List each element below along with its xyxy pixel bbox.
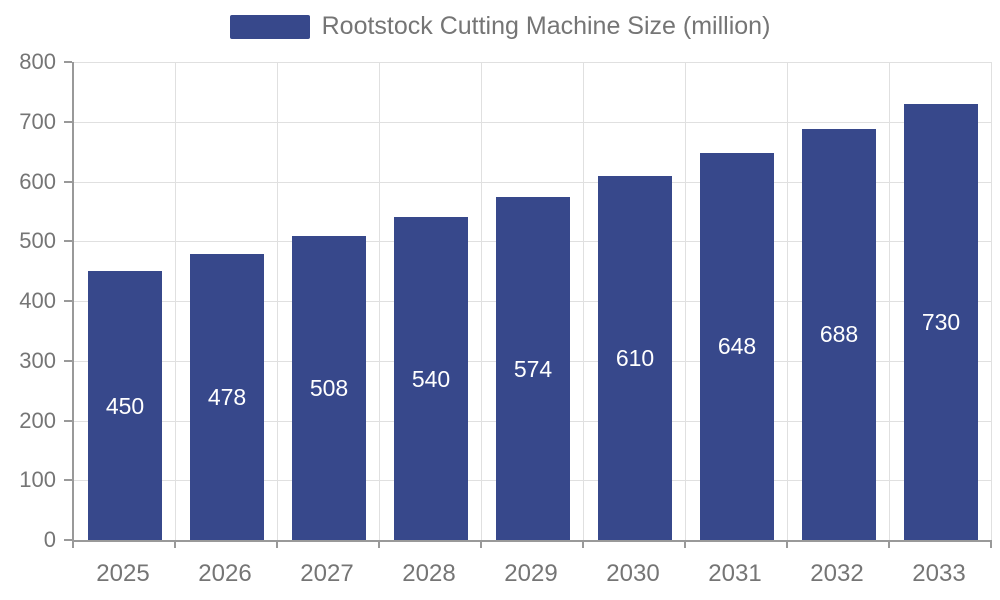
v-gridline-2 <box>277 62 278 540</box>
x-tick-mark <box>378 540 380 548</box>
x-tick-label-2030: 2030 <box>606 560 660 587</box>
x-tick-label-2032: 2032 <box>810 560 864 587</box>
y-tick-label-800: 800 <box>19 49 56 74</box>
y-tick-label-300: 300 <box>19 347 56 373</box>
bar-2030: 610 <box>598 175 672 540</box>
bar-value-label-2027: 508 <box>309 375 349 402</box>
x-tick-mark <box>174 540 176 548</box>
bar-2031: 648 <box>700 152 774 540</box>
h-gridline-800 <box>74 62 992 63</box>
bar-2025: 450 <box>88 271 162 540</box>
x-tick-mark <box>276 540 278 548</box>
y-tick-label-200: 200 <box>19 407 56 433</box>
bar-value-label-2025: 450 <box>105 392 145 419</box>
v-gridline-7 <box>787 62 788 540</box>
y-tick-label-100: 100 <box>19 467 56 493</box>
legend[interactable]: Rootstock Cutting Machine Size (million) <box>0 14 1000 39</box>
y-tick-mark <box>64 240 72 243</box>
v-gridline-6 <box>685 62 686 540</box>
v-gridline-1 <box>175 62 176 540</box>
y-tick-label-400: 400 <box>19 288 56 313</box>
x-tick-label-2026: 2026 <box>198 560 252 587</box>
v-gridline-5 <box>583 62 584 540</box>
y-tick-label-700: 700 <box>19 108 56 134</box>
bar-2028: 540 <box>394 217 468 540</box>
bar-2027: 508 <box>292 236 366 540</box>
x-tick-label-2029: 2029 <box>504 560 558 587</box>
plot-area: 450 478 508 540 574 610 648 688 730 <box>72 62 992 542</box>
bar-2033: 730 <box>904 103 978 540</box>
y-tick-label-0: 0 <box>43 527 56 552</box>
x-tick-mark <box>480 540 482 548</box>
legend-swatch-icon <box>229 14 310 39</box>
bar-value-label-2026: 478 <box>207 384 247 411</box>
y-tick-mark <box>64 359 72 362</box>
x-tick-mark <box>72 540 74 548</box>
x-tick-mark <box>582 540 584 548</box>
x-tick-mark <box>888 540 890 548</box>
y-tick-label-600: 600 <box>19 168 56 194</box>
bar-value-label-2029: 574 <box>513 355 553 382</box>
bar-2029: 574 <box>496 197 570 540</box>
bar-value-label-2033: 730 <box>921 308 961 335</box>
x-tick-mark <box>684 540 686 548</box>
bar-2026: 478 <box>190 254 264 540</box>
y-tick-mark <box>64 479 72 482</box>
bar-value-label-2028: 540 <box>411 365 451 392</box>
bar-value-label-2031: 648 <box>717 333 757 360</box>
x-tick-mark <box>990 540 992 548</box>
v-gridline-4 <box>481 62 482 540</box>
h-gridline-600 <box>74 181 992 183</box>
y-tick-label-500: 500 <box>19 228 56 254</box>
x-tick-mark <box>786 540 788 548</box>
y-tick-mark <box>64 120 72 123</box>
bar-2032: 688 <box>802 128 876 540</box>
x-tick-label-2031: 2031 <box>708 560 762 587</box>
y-tick-mark <box>64 539 72 541</box>
h-gridline-700 <box>74 121 992 123</box>
x-tick-label-2028: 2028 <box>402 560 456 587</box>
v-gridline-9 <box>991 62 992 540</box>
y-tick-mark <box>64 300 72 302</box>
x-tick-label-2025: 2025 <box>96 560 150 587</box>
x-tick-label-2033: 2033 <box>912 560 966 587</box>
bar-value-label-2032: 688 <box>819 321 859 348</box>
v-gridline-3 <box>379 62 380 540</box>
legend-label: Rootstock Cutting Machine Size (million) <box>321 12 771 40</box>
x-tick-label-2027: 2027 <box>300 560 354 587</box>
y-tick-mark <box>64 61 72 63</box>
y-tick-mark <box>64 419 72 422</box>
y-tick-mark <box>64 180 72 183</box>
v-gridline-8 <box>889 62 890 540</box>
bar-value-label-2030: 610 <box>615 344 655 371</box>
